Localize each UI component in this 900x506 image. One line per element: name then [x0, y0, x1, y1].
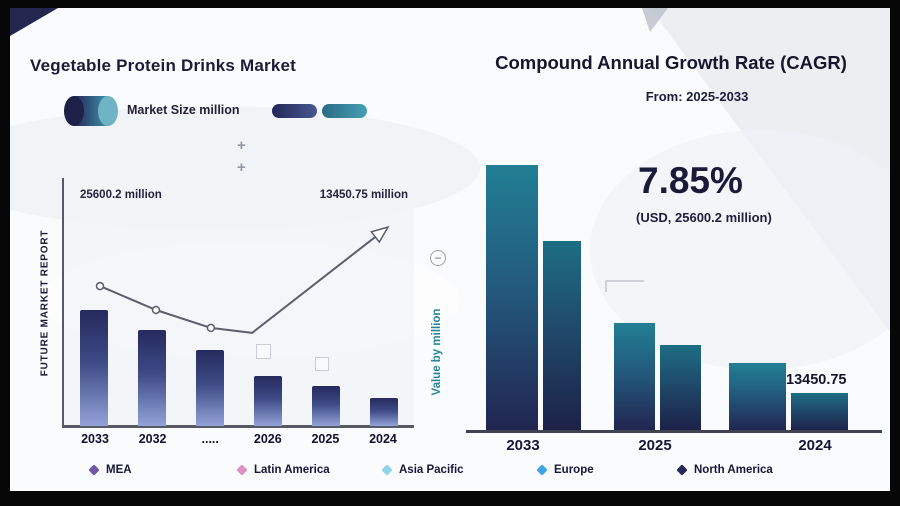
value-by-million-label: Value by million — [431, 308, 443, 396]
wave-blob-right — [590, 130, 900, 370]
market-size-bar — [138, 330, 166, 426]
square-decoration — [256, 344, 271, 359]
cagr-value: 7.85% — [638, 160, 743, 201]
plus-decoration-icon: + — [237, 159, 246, 176]
market-size-legend-label: Market Size million — [127, 103, 240, 117]
cylinder-icon — [64, 96, 118, 126]
frame-border-bottom — [0, 491, 900, 506]
circle-minus-icon: − — [430, 250, 446, 266]
x-axis-label: 2025 — [638, 437, 672, 454]
right-chart-subtitle: From: 2025-2033 — [645, 89, 749, 104]
market-size-bar — [196, 350, 224, 426]
market-size-bar — [80, 310, 108, 426]
left-chart-x-labels: 2033 2032..... 2026 2025 2024 — [72, 432, 406, 446]
market-size-bar — [254, 376, 282, 426]
x-axis-label: 2032 — [138, 432, 167, 446]
frame-border-right — [890, 0, 900, 506]
market-size-bar — [370, 398, 398, 426]
x-axis-label: ..... — [201, 432, 219, 446]
annotation-top-left: 25600.2 million — [80, 189, 162, 201]
frame-border-top — [0, 0, 900, 8]
y-axis-label-future-market-report: FUTURE MARKET REPORT — [39, 229, 51, 377]
square-decoration — [315, 357, 329, 371]
left-chart-bars — [80, 178, 398, 426]
market-size-bar — [312, 386, 340, 426]
x-axis-label: 2024 — [369, 432, 397, 446]
x-axis-label: 2026 — [253, 432, 282, 446]
legend-pill-teal — [322, 104, 367, 118]
right-chart-title: Compound Annual Growth Rate (CAGR) — [495, 52, 847, 73]
corner-fold-shape — [642, 8, 668, 32]
x-axis-label: 2033 — [81, 432, 109, 446]
step-bracket-decoration — [605, 280, 644, 292]
cagr-note: (USD, 25600.2 million) — [636, 210, 772, 225]
minus-glyph: − — [434, 251, 442, 265]
x-axis-label: 2025 — [311, 432, 340, 446]
plus-decoration-icon: + — [237, 137, 246, 154]
annotation-13450: 13450.75 — [786, 372, 847, 388]
x-axis-label: 2033 — [506, 437, 540, 454]
frame-border-left — [0, 0, 10, 506]
annotation-top-right: 13450.75 million — [319, 189, 408, 201]
x-axis-label: 2024 — [798, 437, 832, 454]
cagr-chart-x-axis — [466, 430, 882, 433]
navy-corner-triangle — [10, 8, 58, 36]
left-chart-title: Vegetable Protein Drinks Market — [30, 56, 297, 75]
legend-pill-navy — [272, 104, 317, 118]
